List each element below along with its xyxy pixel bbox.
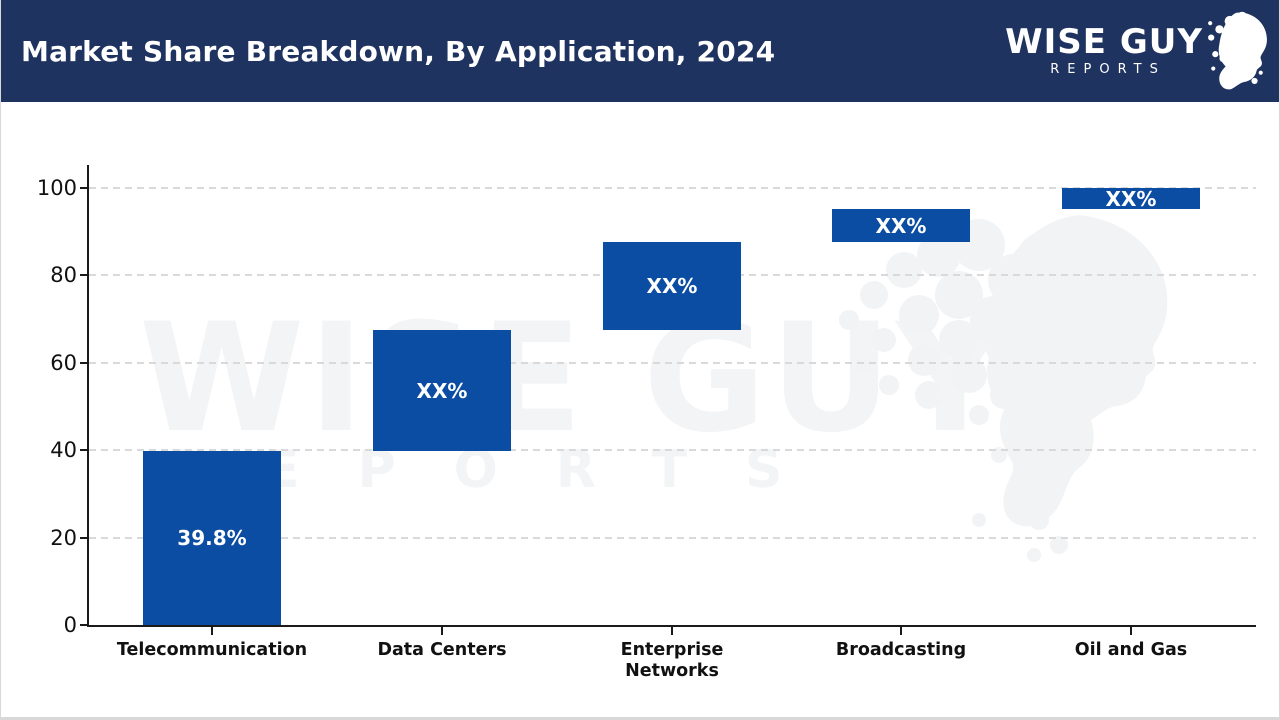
y-tick-label: 80 [50, 263, 77, 287]
brand-subtitle: REPORTS [1050, 61, 1166, 77]
y-tick-label: 20 [50, 526, 77, 550]
watermark-head-icon [839, 215, 1168, 562]
bar-value-label: XX% [1105, 186, 1157, 211]
bar-enterprise-networks: XX% [603, 242, 741, 330]
y-axis [87, 165, 89, 627]
y-tick-label: 60 [50, 351, 77, 375]
bar-value-label: 39.8% [177, 526, 247, 550]
y-tick-label: 40 [50, 438, 77, 462]
x-tick-mark [1130, 627, 1132, 635]
brand-logo: WISE GUY REPORTS [1005, 8, 1269, 92]
gridline [89, 362, 1256, 364]
x-tick-label-enterprise-networks: Enterprise Networks [620, 640, 724, 681]
watermark-brand-text: WISE GUY [139, 292, 1009, 466]
gridline [89, 537, 1256, 539]
y-tick-mark [80, 362, 88, 364]
y-tick-label: 100 [36, 176, 77, 200]
x-tick-label-data-centers: Data Centers [377, 640, 507, 660]
gridline [89, 187, 1256, 189]
y-tick-mark [80, 624, 88, 626]
bar-value-label: XX% [875, 213, 927, 238]
bar-telecommunication: 39.8% [143, 451, 281, 625]
brand-name: WISE GUY [1005, 21, 1203, 62]
y-tick-label: 0 [63, 613, 77, 637]
gridline [89, 449, 1256, 451]
bar-value-label: XX% [416, 378, 468, 403]
bar-broadcasting: XX% [832, 209, 970, 242]
brand-head-icon [1208, 11, 1267, 90]
y-tick-mark [80, 537, 88, 539]
bar-oil-and-gas: XX% [1062, 188, 1200, 209]
bar-data-centers: XX% [373, 330, 511, 451]
bar-value-label: XX% [646, 274, 698, 298]
x-tick-mark [671, 627, 673, 635]
y-tick-mark [80, 187, 88, 189]
y-tick-mark [80, 274, 88, 276]
x-tick-mark [441, 627, 443, 635]
header-bar: Market Share Breakdown, By Application, … [1, 0, 1279, 102]
x-tick-mark [211, 627, 213, 635]
x-tick-label-oil-and-gas: Oil and Gas [1074, 640, 1188, 660]
y-tick-mark [80, 449, 88, 451]
brand-logo-text: WISE GUY REPORTS [1005, 24, 1203, 77]
x-tick-label-broadcasting: Broadcasting [835, 640, 967, 660]
chart-title: Market Share Breakdown, By Application, … [21, 34, 776, 68]
x-tick-label-telecommunication: Telecommunication [116, 640, 308, 660]
x-axis [87, 625, 1256, 627]
x-tick-mark [900, 627, 902, 635]
